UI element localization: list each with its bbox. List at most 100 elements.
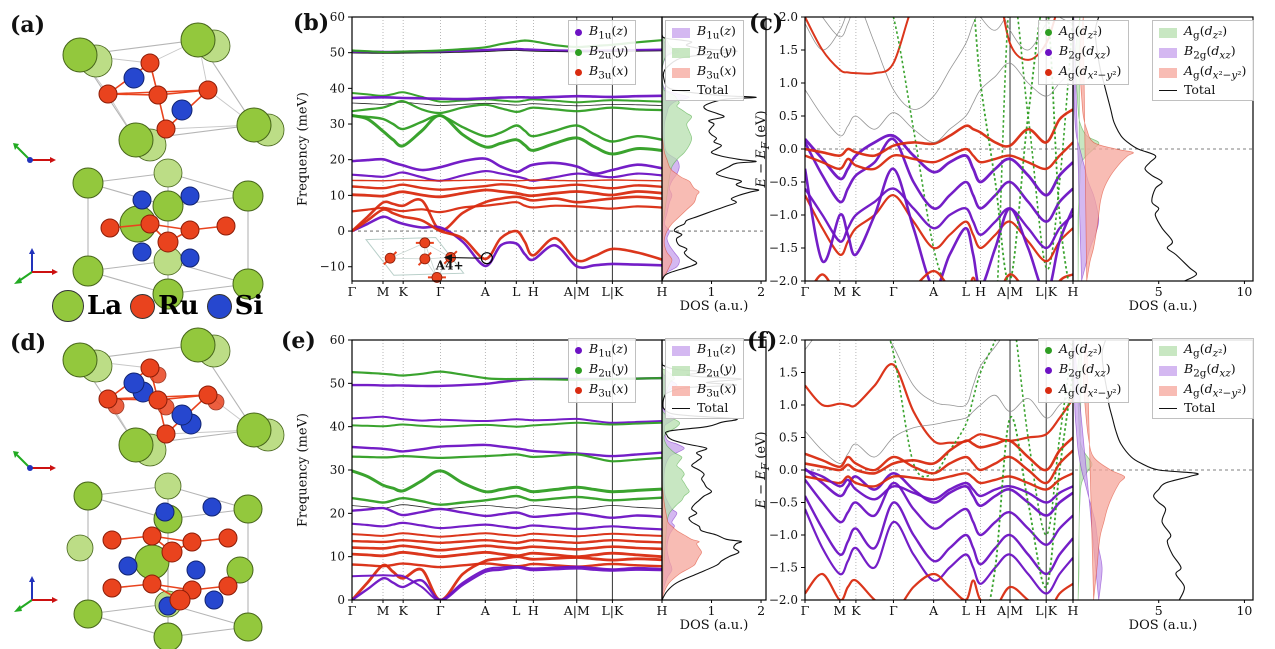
y-tick-label: 50 — [330, 376, 345, 390]
band-curves — [352, 370, 662, 600]
band-e-14 — [352, 550, 662, 559]
axes-triad-top-view-a — [13, 143, 56, 163]
x-tick-label: H — [528, 284, 539, 299]
legend-dot-marker — [575, 367, 582, 375]
dos-x-tick-label: 2 — [757, 603, 765, 618]
y-tick-label: −1.5 — [769, 241, 798, 255]
band-c-0 — [805, 17, 1051, 110]
y-tick-label: 0.0 — [779, 463, 798, 477]
band-e-3 — [352, 421, 662, 428]
legend-entry: Total — [672, 82, 736, 98]
atom-legend: La Ru Si — [52, 290, 263, 322]
x-tick-label: L|K — [1035, 284, 1058, 299]
y-tick-label: 0.0 — [779, 142, 798, 156]
dos-legend-e: B1u(z) B2u(y) B3u(x) Total — [665, 338, 745, 420]
y-tick-label: 1.5 — [779, 366, 798, 380]
legend-fill-marker — [1159, 385, 1177, 396]
x-tick-label: L|K — [601, 603, 624, 618]
legend-entry: B2u(y) — [672, 361, 736, 381]
dos-fill-c-2 — [1079, 17, 1134, 281]
legend-label: B1u(z) — [697, 23, 736, 42]
legend-fill-marker — [672, 385, 690, 396]
panel-label-f: (f) — [747, 328, 778, 354]
band-f-7 — [805, 495, 1073, 576]
legend-label: Ag(dx²−y²) — [1184, 62, 1247, 82]
dos-curves — [1073, 17, 1198, 281]
dos-total-line — [1101, 340, 1199, 600]
legend-label: Ag(dz²) — [1059, 23, 1103, 42]
legend-label: Ag(dx²−y²) — [1059, 380, 1122, 400]
band-e-7 — [352, 494, 662, 506]
y-tick-label: 30 — [330, 463, 345, 477]
legend-fill-marker — [672, 27, 690, 38]
band-f-2 — [889, 340, 1073, 536]
legend-entry: B3u(x) — [575, 63, 628, 83]
band-b-3 — [352, 91, 662, 104]
band-e-16 — [352, 555, 662, 600]
axes-triad-side-view-d — [14, 576, 58, 612]
dos-frame — [661, 16, 767, 282]
x-tick-label: A|M — [996, 603, 1023, 618]
band-b-15 — [352, 201, 662, 214]
crystal-structures — [13, 22, 285, 649]
legend-label: Total — [697, 82, 729, 98]
band-c-4 — [805, 133, 1073, 197]
y-tick-label: 0.5 — [779, 109, 798, 123]
y-tick-label: 40 — [330, 81, 345, 95]
legend-entry: B2g(dxz) — [1159, 361, 1246, 381]
legend-entry: Ag(dz²) — [1045, 341, 1121, 361]
band-c-10 — [805, 167, 1073, 281]
atom-legend-item-la: La — [52, 290, 122, 322]
band-b-13 — [352, 188, 662, 199]
dos-legend-f: Ag(dz²) B2g(dxz) Ag(dx²−y²) Total — [1152, 338, 1255, 420]
legend-entry: B2g(dxz) — [1045, 361, 1121, 381]
x-tick-label: H — [1068, 603, 1079, 618]
legend-entry: B3u(x) — [575, 381, 628, 401]
legend-fill-marker — [672, 345, 690, 356]
atom-legend-item-ru: Ru — [130, 291, 199, 321]
legend-label: B2g(dxz) — [1184, 360, 1236, 380]
band-f-13 — [805, 449, 1073, 485]
x-tick-label: M — [377, 603, 390, 618]
y-tick-label: 20 — [330, 153, 345, 167]
band-curves — [352, 39, 662, 269]
legend-label: Ag(dz²) — [1059, 341, 1103, 360]
x-tick-label: Γ — [436, 284, 445, 299]
band-legend-e: B1u(z) B2u(y) B3u(x) — [568, 338, 637, 404]
y-tick-label: −0.5 — [769, 175, 798, 189]
x-tick-label: L|K — [1035, 603, 1058, 618]
y-tick-label: −1.0 — [769, 208, 798, 222]
y-tick-label: −2.0 — [769, 274, 798, 288]
x-tick-label: A — [480, 603, 491, 618]
y-tick-label: −1.0 — [769, 528, 798, 542]
legend-label: B3u(x) — [589, 62, 629, 82]
legend-entry: B1u(z) — [575, 341, 628, 361]
annotation-arrow — [443, 253, 481, 262]
x-tick-label: Γ — [348, 284, 357, 299]
x-tick-label: Γ — [801, 284, 810, 299]
y-tick-label: 30 — [330, 117, 345, 131]
legend-label: Ag(dx²−y²) — [1059, 62, 1122, 82]
band-e-18 — [352, 565, 662, 600]
legend-entry: Ag(dz²) — [1159, 341, 1246, 361]
band-f-9 — [805, 572, 1073, 600]
legend-entry: B1u(z) — [672, 341, 736, 361]
band-f-6 — [805, 472, 1073, 491]
legend-fill-marker — [1159, 67, 1177, 78]
legend-entry: B2u(y) — [672, 43, 736, 63]
legend-entry: Ag(dz²) — [1159, 23, 1246, 43]
band-c-1 — [821, 17, 1073, 38]
band-c-12 — [805, 62, 1073, 143]
legend-entry: B1u(z) — [575, 23, 628, 43]
band-f-0 — [805, 340, 1073, 407]
legend-label: B2u(y) — [589, 42, 629, 62]
x-tick-label: A|M — [563, 603, 590, 618]
legend-entry: B2u(y) — [575, 361, 628, 381]
legend-dot-marker — [1045, 347, 1052, 355]
y-tick-label: 10 — [330, 188, 345, 202]
y-tick-label: −2.0 — [769, 593, 798, 607]
legend-entry: B1u(z) — [672, 23, 736, 43]
band-b-8 — [352, 114, 662, 143]
structure-d-side-view — [66, 472, 263, 649]
x-tick-label: A — [928, 284, 939, 299]
